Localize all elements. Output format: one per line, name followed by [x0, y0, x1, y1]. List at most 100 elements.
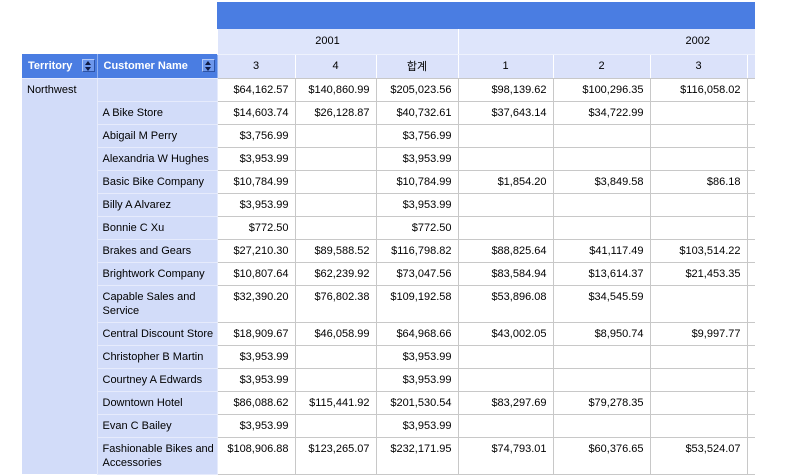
value-cell: $3,953.99 [216, 368, 295, 392]
customer-name-cell: Christopher B Martin [97, 345, 218, 369]
value-cell [457, 216, 553, 240]
customer-name-cell: Billy A Alvarez [97, 193, 218, 217]
month-header: 4 [294, 54, 376, 79]
clipped-column-cell [746, 101, 755, 125]
customer-name-cell: Bonnie C Xu [97, 216, 218, 240]
clipped-column-cell [746, 216, 755, 240]
clipped-column-cell [746, 368, 755, 392]
value-cell: $1,854.20 [457, 170, 553, 194]
value-cell: $83,297.69 [457, 391, 553, 415]
value-cell [649, 345, 747, 369]
value-cell: $76,802.38 [294, 285, 376, 323]
clipped-column-cell [746, 391, 755, 415]
year-group-2001: 2001 [216, 29, 458, 55]
value-cell [649, 124, 747, 148]
customer-name-header: Customer Name [97, 54, 218, 79]
value-cell [294, 170, 376, 194]
value-cell: $8,950.74 [552, 322, 650, 346]
sort-customer-button[interactable] [201, 59, 215, 73]
clipped-column-header [746, 54, 755, 79]
value-cell: $13,614.37 [552, 262, 650, 286]
top-left-spacer [22, 2, 217, 29]
table-row: Billy A Alvarez $3,953.99 $3,953.99 [22, 193, 755, 217]
value-cell: $123,265.07 [294, 437, 376, 475]
value-cell [457, 345, 553, 369]
total-column-header: 합계 [375, 54, 458, 79]
customer-name-cell: Basic Bike Company [97, 170, 218, 194]
clipped-column-cell [746, 322, 755, 346]
value-cell: $772.50 [375, 216, 458, 240]
table-row: Northwest $64,162.57 $140,860.99 $205,02… [22, 78, 755, 474]
value-cell: $3,756.99 [375, 124, 458, 148]
table-row: Courtney A Edwards $3,953.99 $3,953.99 [22, 368, 755, 392]
value-cell [457, 368, 553, 392]
value-cell: $34,545.59 [552, 285, 650, 323]
value-cell: $116,798.82 [375, 239, 458, 263]
value-cell: $201,530.54 [375, 391, 458, 415]
value-cell: $3,953.99 [216, 345, 295, 369]
table-row: Fashionable Bikes and Accessories $108,9… [22, 437, 755, 475]
clipped-column-cell [746, 239, 755, 263]
value-cell: $109,192.58 [375, 285, 458, 323]
value-cell: $88,825.64 [457, 239, 553, 263]
value-cell: $53,524.07 [649, 437, 747, 475]
table-row: Bonnie C Xu $772.50 $772.50 [22, 216, 755, 240]
value-cell: $9,997.77 [649, 322, 747, 346]
value-cell: $10,807.64 [216, 262, 295, 286]
value-cell: $21,453.35 [649, 262, 747, 286]
value-cell: $772.50 [216, 216, 295, 240]
table-row: A Bike Store $14,603.74 $26,128.87 $40,7… [22, 101, 755, 125]
value-cell [552, 124, 650, 148]
value-cell: $108,906.88 [216, 437, 295, 475]
value-cell: $115,441.92 [294, 391, 376, 415]
sort-asc-icon [205, 60, 211, 65]
value-cell: $3,849.58 [552, 170, 650, 194]
value-cell [649, 193, 747, 217]
value-cell: $86.18 [649, 170, 747, 194]
value-cell: $86,088.62 [216, 391, 295, 415]
clipped-column-cell [746, 193, 755, 217]
table-row: Abigail M Perry $3,756.99 $3,756.99 [22, 124, 755, 148]
value-cell [457, 414, 553, 438]
value-cell: $64,162.57 [216, 78, 295, 102]
value-cell [552, 193, 650, 217]
value-cell: $53,896.08 [457, 285, 553, 323]
value-cell: $3,953.99 [375, 147, 458, 171]
value-cell [457, 124, 553, 148]
top-bar-row [22, 2, 755, 29]
value-cell [649, 414, 747, 438]
value-cell: $98,139.62 [457, 78, 553, 102]
value-cell: $41,117.49 [552, 239, 650, 263]
customer-name-cell: Capable Sales and Service [97, 285, 218, 323]
value-cell [294, 368, 376, 392]
month-header: 3 [649, 54, 747, 79]
sort-territory-button[interactable] [81, 59, 95, 73]
value-cell [649, 285, 747, 323]
value-cell [552, 414, 650, 438]
value-cell: $116,058.02 [649, 78, 747, 102]
year-label: 2001 [315, 35, 340, 48]
table-body: Northwest $64,162.57 $140,860.99 $205,02… [22, 78, 755, 475]
table-row: Capable Sales and Service $32,390.20 $76… [22, 285, 755, 323]
value-cell: $10,784.99 [216, 170, 295, 194]
clipped-column-cell [746, 285, 755, 323]
table-row: Central Discount Store $18,909.67 $46,05… [22, 322, 755, 346]
value-cell: $14,603.74 [216, 101, 295, 125]
sort-desc-icon [205, 66, 211, 71]
clipped-column-cell [746, 414, 755, 438]
clipped-column-cell [746, 170, 755, 194]
territory-header-label: Territory [28, 59, 73, 72]
value-cell: $3,953.99 [216, 193, 295, 217]
table-row: Brakes and Gears $27,210.30 $89,588.52 $… [22, 239, 755, 263]
year-label: 2002 [685, 35, 710, 48]
value-cell: $83,584.94 [457, 262, 553, 286]
column-header-row: Territory Customer Name 3 4 합계 1 2 3 [22, 54, 755, 79]
value-cell [294, 345, 376, 369]
clipped-column-cell [746, 78, 755, 102]
value-cell: $40,732.61 [375, 101, 458, 125]
value-cell: $26,128.87 [294, 101, 376, 125]
customer-name-cell: Downtown Hotel [97, 391, 218, 415]
value-cell: $103,514.22 [649, 239, 747, 263]
value-cell: $140,860.99 [294, 78, 376, 102]
value-cell [649, 368, 747, 392]
